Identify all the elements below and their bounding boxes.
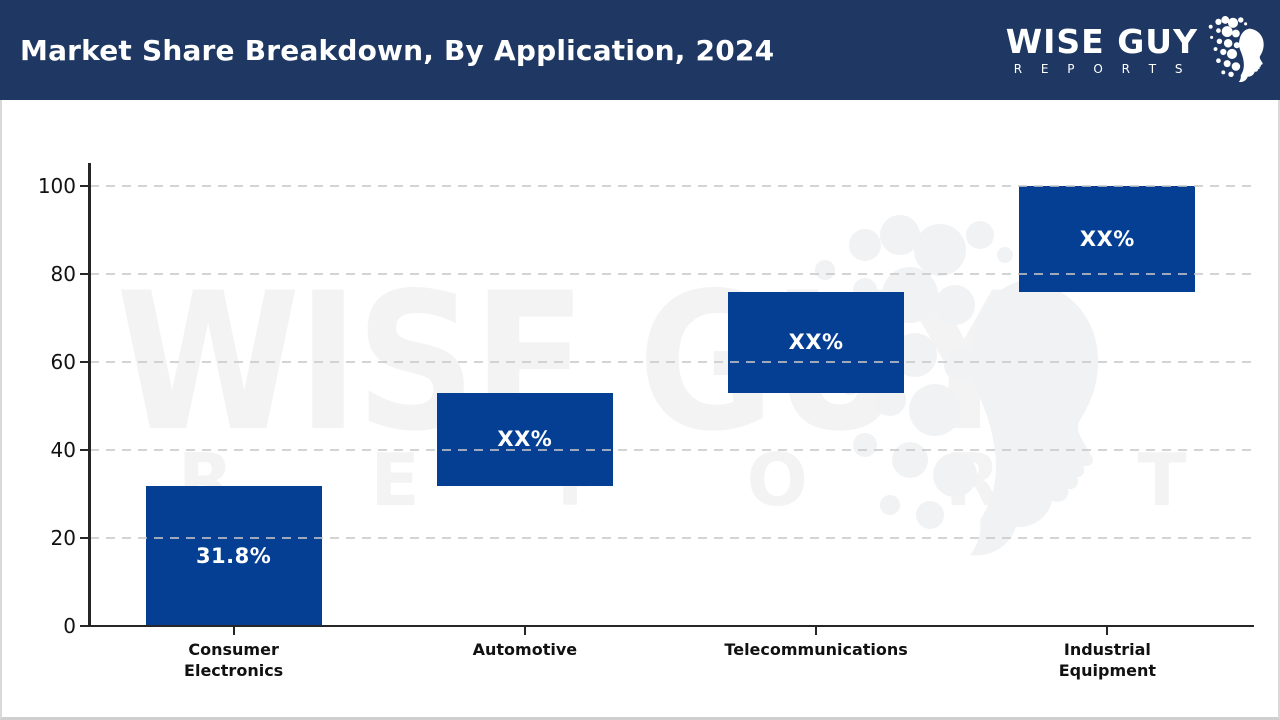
watermark-brand-subtext: R E P O R T S [178, 438, 1280, 522]
category-label-industrial-equipment: Industrial Equipment [1058, 640, 1157, 680]
y-tick-label-40: 40 [50, 438, 76, 462]
brand-name: WISE GUY [1005, 22, 1198, 61]
gridline-40 [90, 449, 1253, 451]
bar-consumer-electronics: 31.8% [145, 486, 322, 626]
brand-logo-text: WISE GUY R E P O R T S [1006, 25, 1198, 77]
bar-telecommunications: XX% [728, 291, 905, 393]
brand-logo: WISE GUY R E P O R T S [1006, 6, 1266, 96]
y-tick-mark-100 [80, 185, 89, 187]
category-label-consumer-electronics: Consumer Electronics [184, 640, 284, 680]
y-tick-label-0: 0 [63, 614, 76, 638]
y-axis-line [88, 163, 91, 627]
page-title: Market Share Breakdown, By Application, … [20, 33, 775, 67]
gridline-60 [90, 361, 1253, 363]
x-tick-mark-industrial-equipment [1106, 627, 1109, 635]
dotted-head-logo-icon [1208, 16, 1264, 83]
y-tick-label-20: 20 [50, 526, 76, 550]
y-tick-mark-60 [80, 361, 89, 363]
category-label-automotive: Automotive [472, 640, 578, 659]
y-tick-mark-40 [80, 449, 89, 451]
category-label-telecommunications: Telecommunications [724, 640, 908, 659]
y-tick-mark-20 [80, 537, 89, 539]
gridline-100 [90, 185, 1253, 187]
x-tick-mark-telecommunications [815, 627, 818, 635]
header-bar: Market Share Breakdown, By Application, … [0, 0, 1280, 100]
y-tick-label-80: 80 [50, 262, 76, 286]
brand-subtitle: R E P O R T S [1013, 62, 1190, 76]
bar-automotive: XX% [436, 392, 613, 487]
gridline-80 [90, 273, 1253, 275]
bar-value-label-automotive: XX% [497, 427, 553, 452]
gridline-20 [90, 537, 1253, 539]
bar-value-label-industrial-equipment: XX% [1079, 226, 1135, 251]
y-tick-label-60: 60 [50, 350, 76, 374]
x-axis-line [88, 624, 1254, 627]
x-tick-mark-automotive [523, 627, 526, 635]
bar-industrial-equipment: XX% [1019, 186, 1196, 292]
y-tick-label-100: 100 [37, 174, 76, 198]
bar-value-label-consumer-electronics: 31.8% [195, 544, 272, 569]
bar-value-label-telecommunications: XX% [788, 330, 844, 355]
y-tick-mark-80 [80, 273, 89, 275]
x-tick-mark-consumer-electronics [232, 627, 235, 635]
y-tick-mark-0 [80, 625, 89, 627]
